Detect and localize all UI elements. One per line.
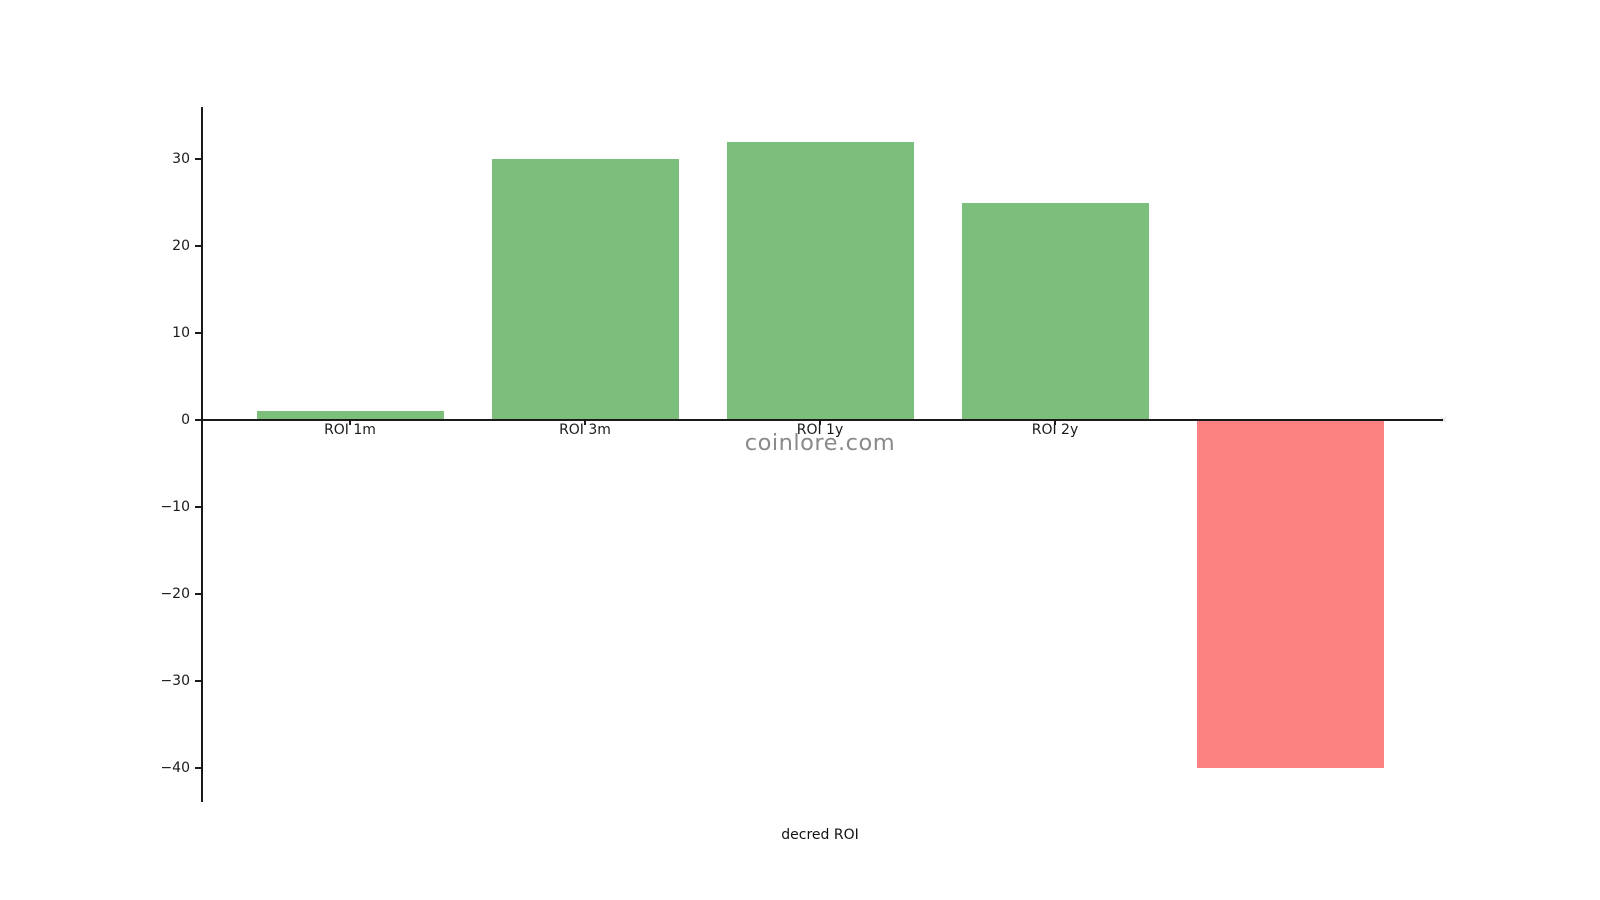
- y-tick: [195, 245, 202, 247]
- bar-roi-1m: [256, 411, 444, 420]
- y-tick-label: 20: [172, 238, 190, 254]
- x-tick-label: ROI 1m: [324, 422, 376, 438]
- bar-roi-2y: [961, 202, 1149, 420]
- x-axis-line: [202, 419, 1443, 421]
- y-tick-label: −10: [160, 499, 190, 515]
- y-axis-spine: [201, 107, 203, 802]
- y-tick: [195, 419, 202, 421]
- axis-end-marker-icon: ×: [1439, 413, 1449, 426]
- y-tick-label: 0: [181, 412, 190, 428]
- x-tick-label: ROI 2y: [1031, 422, 1079, 438]
- x-tick-label: ROI 3m: [559, 422, 611, 438]
- x-tick: [349, 420, 351, 425]
- bar-roi-1y: [726, 141, 914, 420]
- y-tick: [195, 767, 202, 769]
- y-tick: [195, 680, 202, 682]
- y-tick-label: 30: [172, 151, 190, 167]
- x-tick: [584, 420, 586, 425]
- chart-xlabel: decred ROI: [781, 827, 859, 843]
- y-tick: [195, 332, 202, 334]
- y-tick: [195, 158, 202, 160]
- y-tick-label: 10: [172, 325, 190, 341]
- y-tick-label: −30: [160, 673, 190, 689]
- y-tick-label: −40: [160, 760, 190, 776]
- bar-unlabeled: [1196, 420, 1384, 768]
- x-tick: [819, 420, 821, 425]
- watermark: coinlore.com: [744, 430, 896, 456]
- y-tick: [195, 506, 202, 508]
- y-tick-label: −20: [160, 586, 190, 602]
- x-tick-label: ROI 1y: [796, 422, 844, 438]
- y-tick: [195, 593, 202, 595]
- bar-roi-3m: [491, 159, 679, 420]
- x-tick: [1054, 420, 1056, 425]
